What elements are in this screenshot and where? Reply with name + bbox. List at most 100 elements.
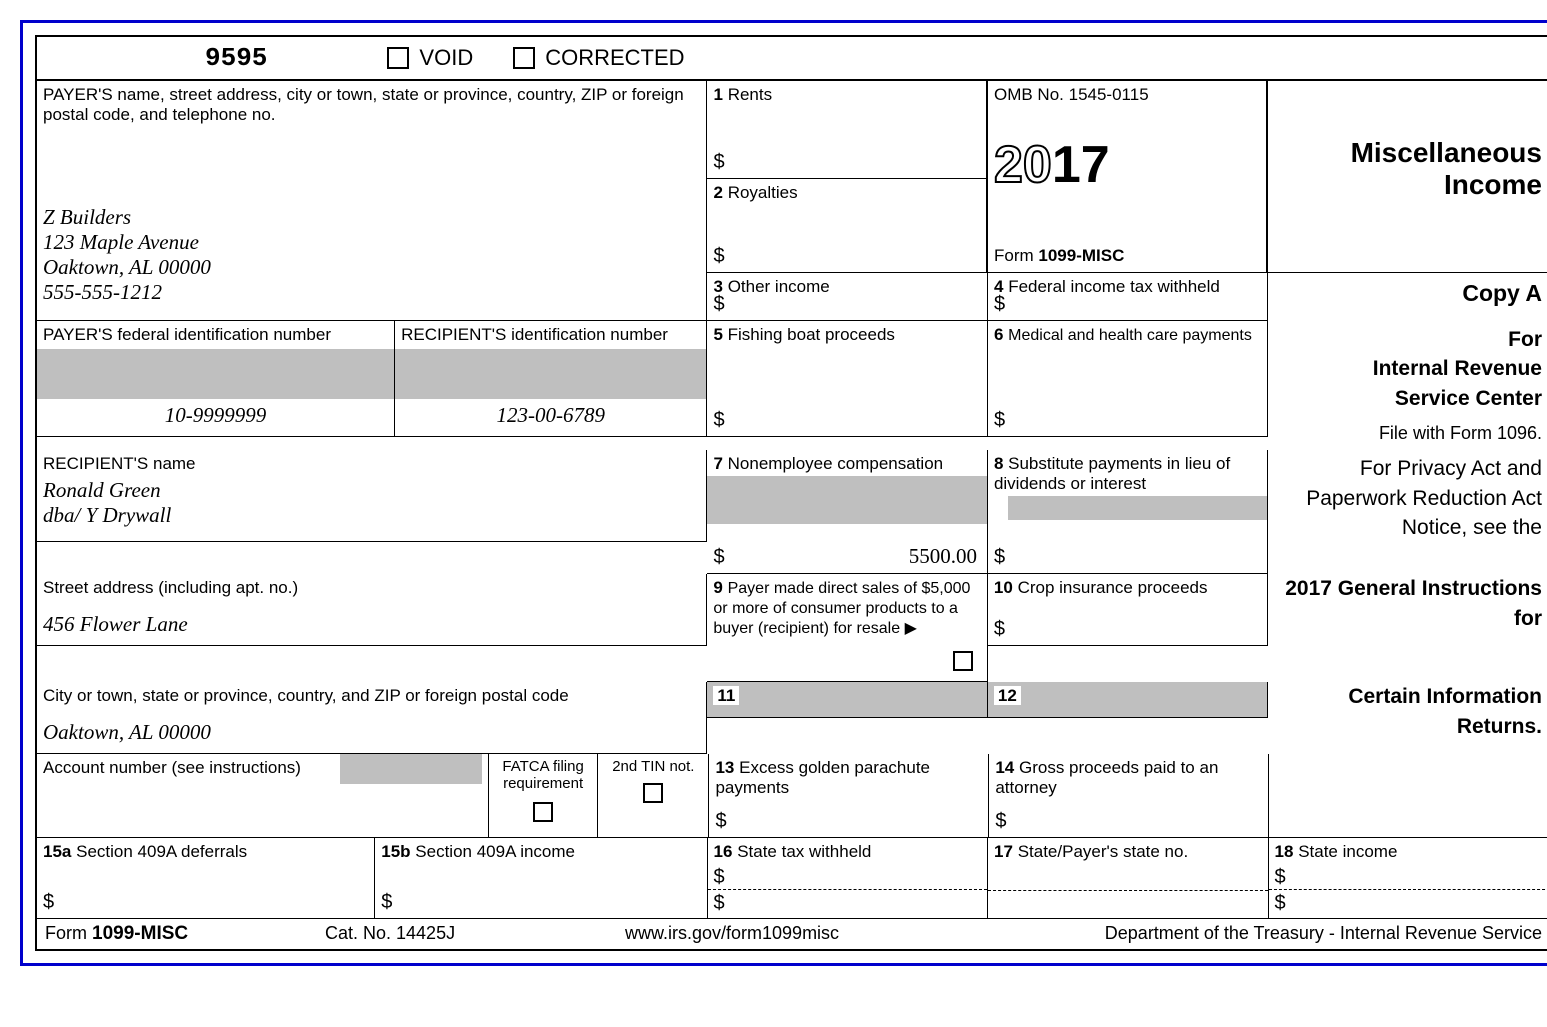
fatca-box: FATCA filing requirement: [489, 754, 598, 838]
corrected-checkbox[interactable]: [513, 47, 535, 69]
tin-label: 2nd TIN not.: [604, 758, 702, 775]
box-15a: 15a Section 409A deferrals $: [37, 838, 375, 918]
box-11: 11: [707, 682, 988, 718]
form-label: Form: [994, 246, 1034, 265]
dollar-icon: $: [994, 409, 1005, 432]
box-5-fishing: 5 Fishing boat proceeds $: [707, 321, 988, 437]
title-line1: Miscellaneous: [1276, 137, 1542, 169]
file-with: File with Form 1096.: [1276, 421, 1542, 446]
dollar-icon: $: [713, 293, 724, 316]
dollar-icon: $: [43, 891, 54, 914]
street-label: Street address (including apt. no.): [43, 578, 700, 598]
payer-city: Oaktown, AL 00000: [43, 255, 700, 280]
tin-box: 2nd TIN not.: [598, 754, 709, 838]
box-8-substitute: 8 Substitute payments in lieu of dividen…: [988, 450, 1267, 574]
dollar-icon: $: [995, 810, 1006, 833]
shaded-area: [340, 754, 482, 784]
right-spacer: [1269, 754, 1547, 838]
payer-id-box: PAYER'S federal identification number 10…: [37, 321, 395, 437]
form-1099-misc: 9595 VOID CORRECTED PAYER'S name, street…: [20, 20, 1547, 966]
box9-label: Payer made direct sales of $5,000 or mor…: [713, 580, 970, 637]
box4-label: Federal income tax withheld: [1008, 277, 1220, 296]
recipient-id-value: 123-00-6789: [401, 403, 700, 428]
recipient-name-label: RECIPIENT'S name: [43, 454, 700, 474]
void-label: VOID: [419, 45, 473, 71]
header-row: 9595 VOID CORRECTED: [37, 37, 1547, 81]
box18-num: 18: [1275, 842, 1294, 861]
footer-form-prefix: Form: [45, 923, 87, 943]
box9-num: 9: [713, 578, 722, 597]
box-13-parachute: 13 Excess golden parachute payments $: [709, 754, 989, 838]
form-code: 9595: [205, 43, 267, 73]
dollar-icon: $: [715, 810, 726, 833]
payer-label: PAYER'S name, street address, city or to…: [43, 85, 700, 125]
dollar-icon: $: [713, 245, 724, 268]
fatca-checkbox[interactable]: [533, 802, 553, 822]
box-12: 12: [988, 682, 1269, 718]
privacy-notice-3: Certain Information Returns.: [1268, 682, 1547, 754]
box5-num: 5: [713, 325, 722, 344]
box9-checkbox[interactable]: [953, 651, 973, 671]
recipient-id-box: RECIPIENT'S identification number 123-00…: [395, 321, 707, 437]
box7-label: Nonemployee compensation: [728, 454, 943, 473]
dollar-icon: $: [381, 891, 392, 914]
box14-label: Gross proceeds paid to an attorney: [995, 758, 1218, 797]
box10-num: 10: [994, 578, 1013, 597]
box-3-other: 3 Other income $: [707, 273, 987, 321]
box-6-medical: 6 Medical and health care payments $: [988, 321, 1269, 437]
tin-checkbox[interactable]: [643, 783, 663, 803]
recipient-city: Oaktown, AL 00000: [43, 720, 700, 745]
recipient-street: 456 Flower Lane: [43, 612, 700, 637]
box13-label: Excess golden parachute payments: [715, 758, 930, 797]
box-1-rents: 1 Rents $: [707, 81, 987, 179]
box17-num: 17: [994, 842, 1013, 861]
box-17-state-no: 17 State/Payer's state no.: [988, 838, 1269, 918]
box1-label: Rents: [728, 85, 772, 104]
omb-label: OMB No. 1545-0115: [994, 85, 1261, 105]
box15b-num: 15b: [381, 842, 410, 861]
form-title-box: Miscellaneous Income: [1268, 81, 1547, 273]
box-2-royalties: 2 Royalties $: [707, 179, 987, 273]
box16-label: State tax withheld: [737, 842, 871, 861]
box17-label: State/Payer's state no.: [1018, 842, 1189, 861]
dollar-icon: $: [713, 409, 724, 432]
footer-url: www.irs.gov/form1099misc: [625, 923, 975, 945]
shaded-area: [707, 476, 986, 524]
payer-address: 123 Maple Avenue: [43, 230, 700, 255]
footer-cat: Cat. No. 14425J: [325, 923, 625, 945]
box15a-label: Section 409A deferrals: [76, 842, 247, 861]
recipient-street-box: Street address (including apt. no.) 456 …: [37, 574, 707, 646]
box2-num: 2: [713, 183, 722, 202]
box-14-attorney: 14 Gross proceeds paid to an attorney $: [989, 754, 1269, 838]
box11-num: 11: [713, 686, 739, 705]
account-label: Account number (see instructions): [43, 758, 301, 777]
footer-dept: Department of the Treasury - Internal Re…: [975, 923, 1542, 945]
payer-id-label: PAYER'S federal identification number: [43, 325, 388, 345]
shaded-area: [1008, 496, 1267, 520]
dollar-icon: $: [713, 151, 724, 174]
box13-num: 13: [715, 758, 734, 777]
account-number-box: Account number (see instructions): [37, 754, 489, 838]
footer-form-name: 1099-MISC: [92, 923, 188, 944]
dollar-icon: $: [713, 546, 724, 569]
city-label: City or town, state or province, country…: [43, 686, 700, 706]
irs-line2: Service Center: [1276, 384, 1542, 413]
shaded-area: [395, 349, 706, 399]
box7-num: 7: [713, 454, 722, 473]
year-outline: 20: [994, 136, 1052, 194]
box6-num: 6: [994, 325, 1003, 344]
box-15b: 15b Section 409A income $: [375, 838, 707, 918]
corrected-label: CORRECTED: [545, 45, 684, 71]
box-9-direct-sales: 9 Payer made direct sales of $5,000 or m…: [707, 574, 988, 682]
dollar-icon: $: [994, 618, 1005, 641]
box-16-state-tax: 16 State tax withheld $ $: [708, 838, 989, 918]
copy-a-text1: For Internal Revenue Service Center File…: [1268, 321, 1547, 450]
copy-a-start: Copy A: [1268, 273, 1547, 321]
box18-label: State income: [1298, 842, 1397, 861]
void-checkbox[interactable]: [387, 47, 409, 69]
form-border: 9595 VOID CORRECTED PAYER'S name, street…: [35, 35, 1547, 951]
title-line2: Income: [1276, 169, 1542, 201]
privacy-notice: For Privacy Act and Paperwork Reduction …: [1268, 450, 1547, 574]
for-label: For: [1276, 325, 1542, 354]
box16-num: 16: [714, 842, 733, 861]
